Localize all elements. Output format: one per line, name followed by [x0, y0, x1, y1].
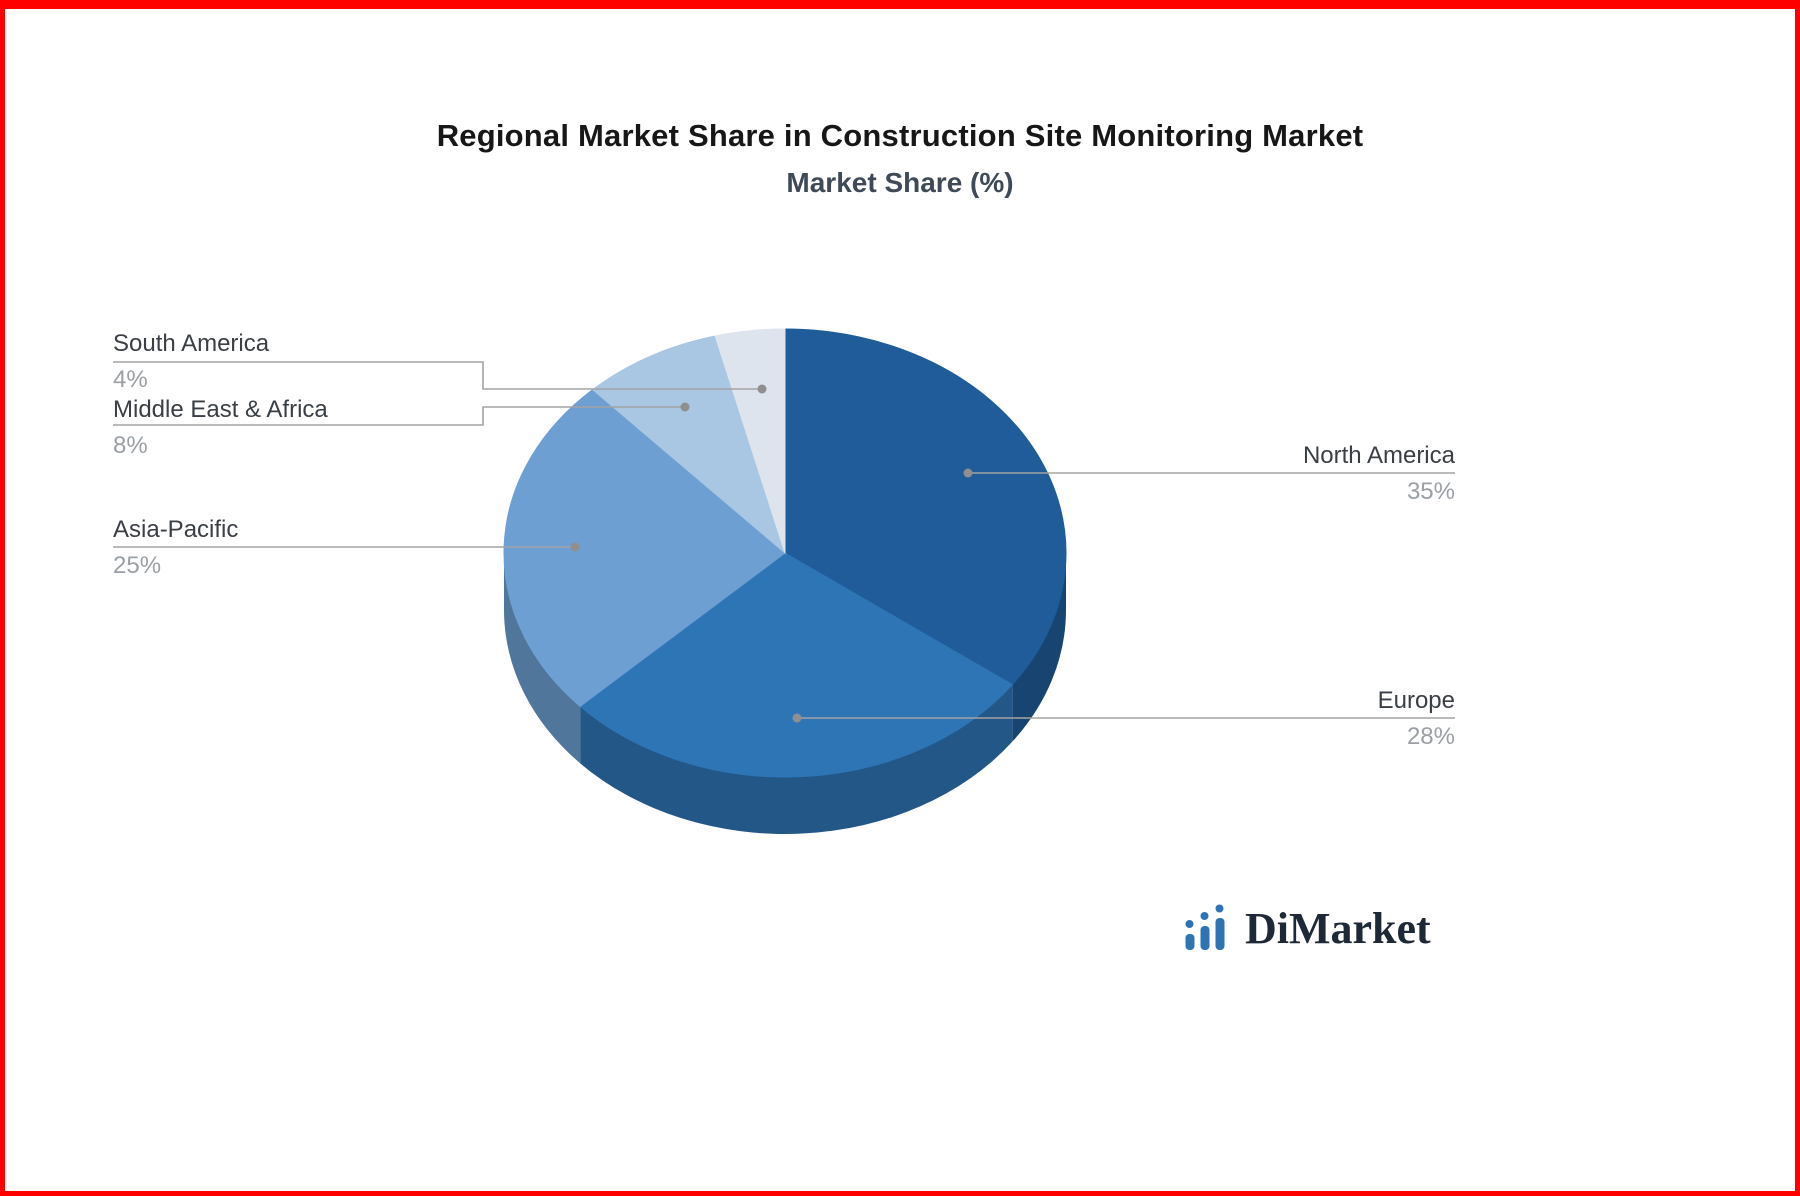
pie-side-europe — [580, 684, 1013, 834]
pie-side-north-america — [1012, 553, 1066, 742]
pie-slice-asia-pacific — [503, 389, 786, 707]
chart-title: Regional Market Share in Construction Si… — [436, 118, 1364, 153]
leader-dot-middle-east-africa — [680, 402, 690, 412]
callout-middle-east-africa: Middle East & Africa 8% — [113, 396, 328, 460]
chart-subtitle: Market Share (%) — [786, 167, 1014, 198]
leader-dot-north-america — [963, 468, 973, 478]
callout-south-america: South America 4% — [113, 330, 269, 394]
callout-north-america: North America 35% — [1105, 442, 1455, 506]
dimarket-logo: DiMarket — [1185, 903, 1431, 954]
slice-value-asia-pacific: 25% — [113, 552, 162, 579]
callout-europe: Europe 28% — [1105, 687, 1455, 751]
slice-label-north-america: North America — [1302, 442, 1455, 469]
slice-value-north-america: 35% — [1406, 478, 1455, 505]
pie-slice-north-america — [784, 328, 1067, 686]
pie-side-asia-pacific — [504, 553, 581, 764]
pie-slice-europe — [579, 552, 1014, 778]
callout-asia-pacific: Asia-Pacific 25% — [113, 516, 238, 580]
slice-value-middle-east-africa: 8% — [113, 432, 148, 459]
pie-slice-south-america — [714, 328, 786, 554]
logo-text: DiMarket — [1245, 904, 1431, 953]
slice-label-south-america: South America — [113, 330, 270, 357]
bar-chart-icon — [1185, 904, 1225, 950]
leader-line-middle-east-africa — [113, 406, 685, 426]
leader-dot-south-america — [757, 384, 767, 394]
pie-slice-middle-east-africa — [591, 335, 787, 555]
slice-label-europe: Europe — [1377, 687, 1455, 714]
leader-line-south-america — [113, 361, 762, 390]
slice-value-south-america: 4% — [113, 366, 148, 393]
leader-dot-europe — [792, 713, 802, 723]
slice-label-asia-pacific: Asia-Pacific — [113, 516, 239, 543]
leader-dot-asia-pacific — [570, 542, 580, 552]
slice-value-europe: 28% — [1406, 723, 1455, 750]
slice-label-middle-east-africa: Middle East & Africa — [113, 396, 328, 423]
